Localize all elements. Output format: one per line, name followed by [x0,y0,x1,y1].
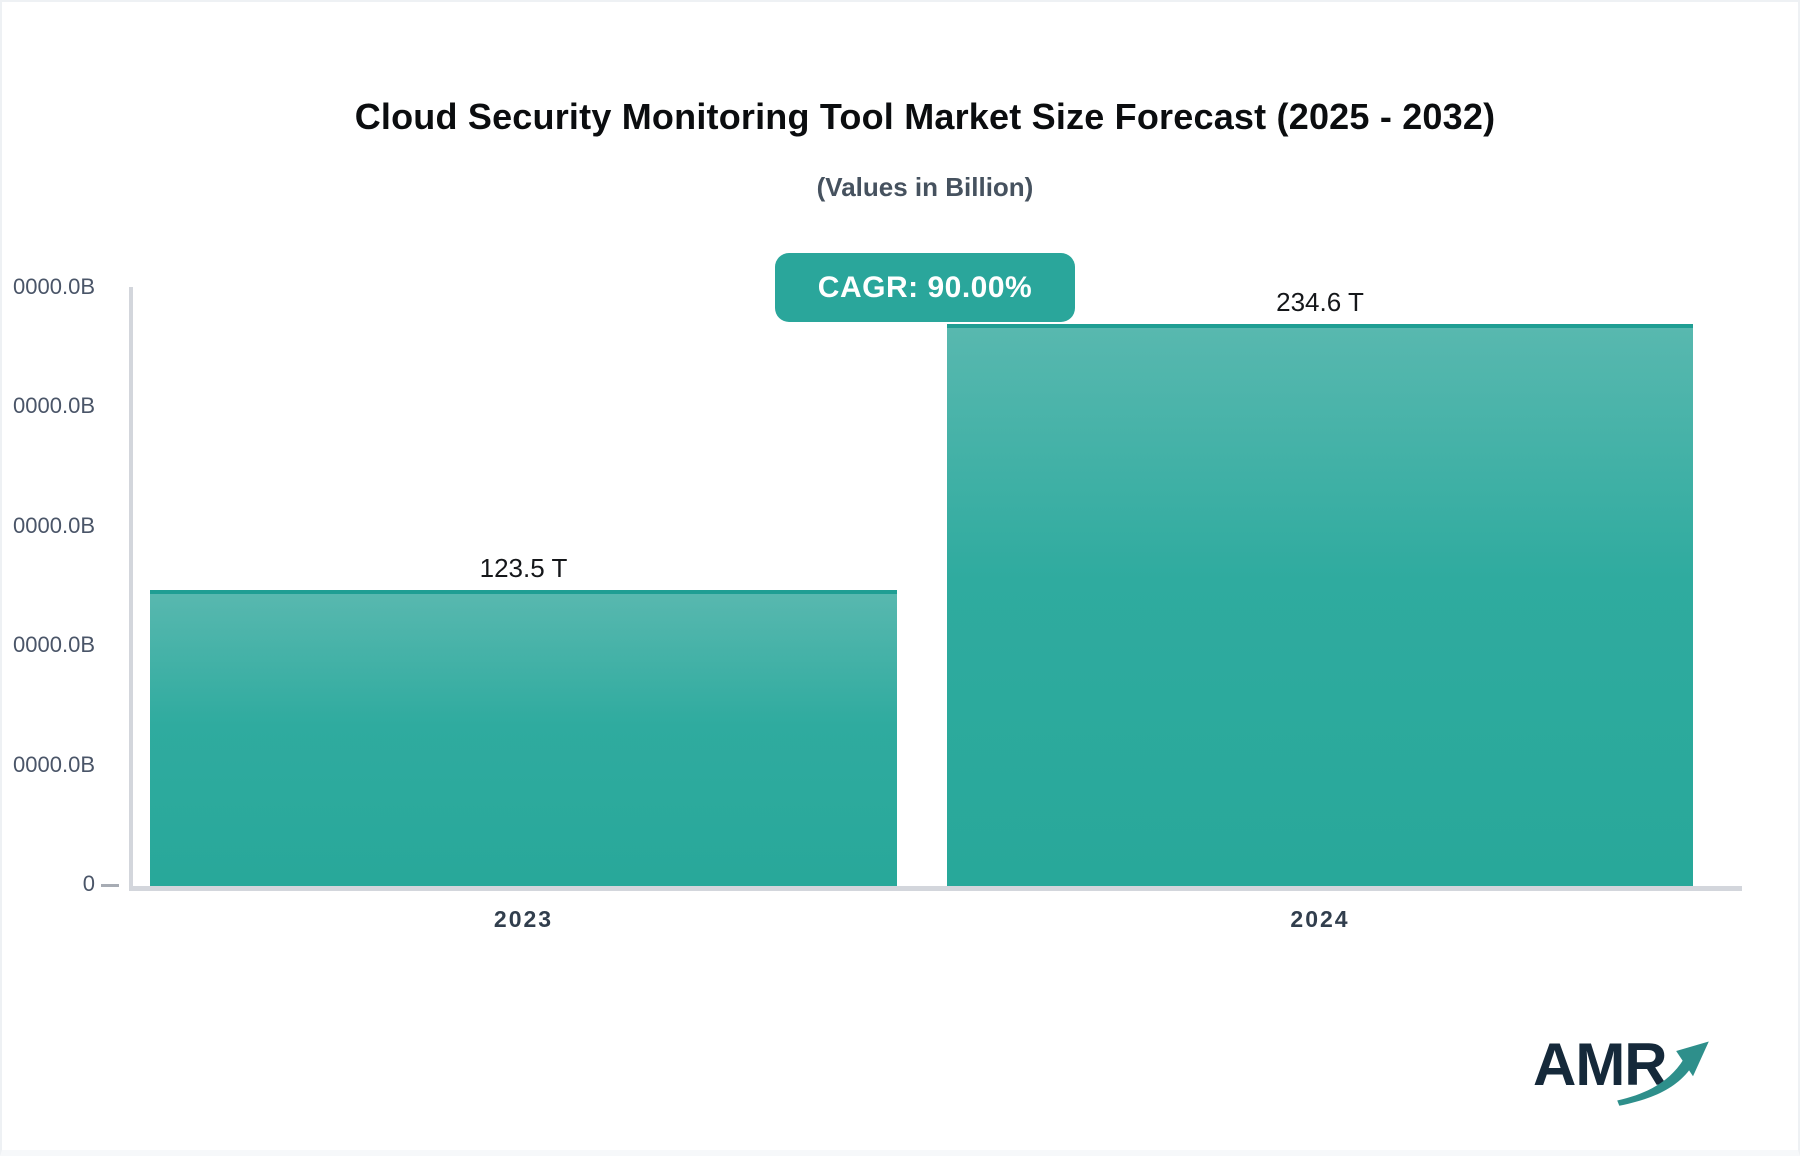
page-title: Cloud Security Monitoring Tool Market Si… [354,96,1496,137]
growth-arrow-icon [1617,1041,1709,1106]
x-axis-label-2024: 2024 [1290,906,1350,932]
y-axis-tick-label: 0000.0B [13,632,95,657]
x-axis-label-2023: 2023 [493,906,554,932]
bar-value-label: 234.6 T [1276,287,1364,317]
amr-logo-text: AMR [1533,1031,1668,1098]
x-axis-line [129,886,1742,891]
y-axis-tick-label: 0000.0B [13,393,95,418]
bar-2023 [150,590,897,886]
amr-logo: AMR [1533,1035,1723,1115]
y-axis-zero-label: 0 [82,871,95,896]
cagr-badge: CAGR: 90.00% [775,253,1075,322]
y-axis-tick-label: 0000.0B [13,274,95,299]
bar-2024 [947,324,1693,886]
y-axis-line [129,287,133,891]
bar-value-label: 123.5 T [479,553,568,583]
zero-tick-mark [101,884,119,887]
page-subtitle: (Values in Billion) [816,172,1034,202]
y-axis-tick-label: 0000.0B [13,752,95,777]
y-axis-tick-label: 0000.0B [13,513,95,538]
cagr-badge-label: CAGR: 90.00% [817,270,1033,304]
